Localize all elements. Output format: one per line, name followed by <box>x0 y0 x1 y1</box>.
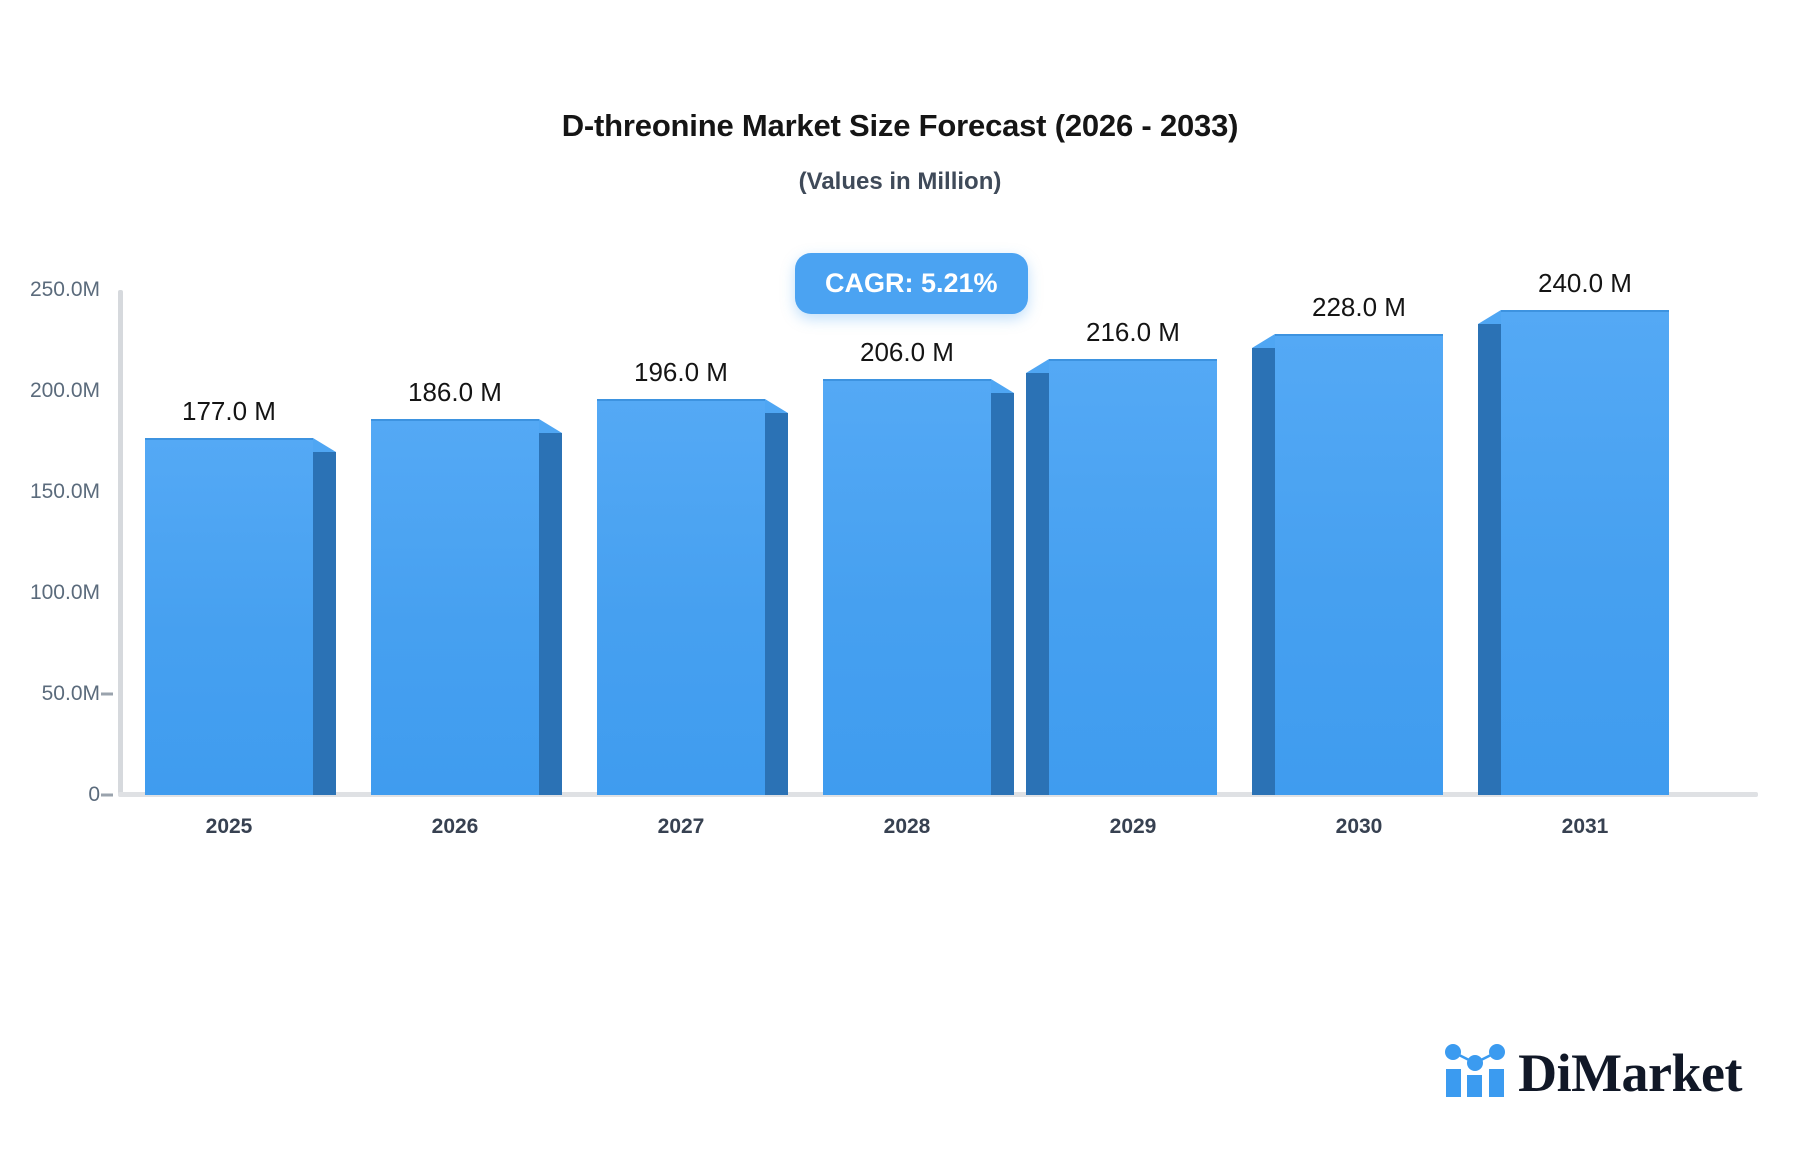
bar-side-2031 <box>1478 324 1501 795</box>
bar-value-2029: 216.0 M <box>1086 317 1180 347</box>
bar-side-2030 <box>1252 348 1275 795</box>
logo: DiMarket <box>1444 1041 1742 1104</box>
bar-2028[interactable] <box>823 379 991 795</box>
bar-side-2025 <box>313 452 336 795</box>
bar-2030[interactable] <box>1275 334 1443 795</box>
bar-side-2029 <box>1026 373 1049 795</box>
x-tick-2030: 2030 <box>1335 815 1383 838</box>
y-tick-100: 100.0M <box>29 581 100 604</box>
y-axis-line <box>118 290 123 795</box>
bar-chart-icon <box>1444 1041 1506 1104</box>
logo-text: DiMarket <box>1518 1042 1742 1103</box>
x-tick-2029: 2029 <box>1109 815 1157 838</box>
y-tick-dash-0 <box>101 793 113 797</box>
y-tick-150: 150.0M <box>29 480 100 503</box>
bar-group-2027[interactable]: 196.0 M <box>597 290 788 795</box>
bar-cap-2027 <box>765 399 788 413</box>
cagr-badge: CAGR: 5.21% <box>795 253 1028 314</box>
bar-cap-2030 <box>1252 334 1275 348</box>
bar-group-2026[interactable]: 186.0 M <box>371 290 562 795</box>
bar-value-2030: 228.0 M <box>1312 292 1406 322</box>
bar-value-2031: 240.0 M <box>1538 268 1632 298</box>
x-tick-2031: 2031 <box>1561 815 1609 838</box>
bar-value-2027: 196.0 M <box>634 357 728 387</box>
bar-side-2027 <box>765 413 788 795</box>
y-tick-dash-50 <box>101 692 113 696</box>
x-tick-2026: 2026 <box>431 815 479 838</box>
bar-2027[interactable] <box>597 399 765 795</box>
bar-cap-2031 <box>1478 310 1501 324</box>
chart-title: D-threonine Market Size Forecast (2026 -… <box>561 108 1239 143</box>
bar-group-2030[interactable]: 228.0 M <box>1252 290 1443 795</box>
x-tick-2027: 2027 <box>657 815 705 838</box>
plot-area: 177.0 M 186.0 M 196.0 M 206.0 M 216.0 M … <box>118 268 1743 795</box>
bar-group-2031[interactable]: 240.0 M <box>1478 268 1669 795</box>
y-tick-250: 250.0M <box>29 278 100 301</box>
bar-2031[interactable] <box>1501 310 1669 795</box>
bar-cap-2029 <box>1026 359 1049 373</box>
y-axis-tick-labels: 250.0M 200.0M 150.0M 100.0M 50.0M 0 <box>0 0 100 1156</box>
bar-cap-2025 <box>313 438 336 452</box>
bar-2026[interactable] <box>371 419 539 795</box>
bar-2025[interactable] <box>145 438 313 795</box>
bar-group-2025[interactable]: 177.0 M <box>145 290 336 795</box>
bar-side-2026 <box>539 433 562 795</box>
bar-group-2028[interactable]: 206.0 M <box>823 290 1014 795</box>
x-tick-2028: 2028 <box>883 815 931 838</box>
y-tick-50: 50.0M <box>41 682 100 705</box>
bar-group-2029[interactable]: 216.0 M <box>1026 290 1217 795</box>
bar-value-2028: 206.0 M <box>860 337 954 367</box>
bar-2029[interactable] <box>1049 359 1217 795</box>
y-tick-0: 0 <box>88 783 100 806</box>
bar-value-2025: 177.0 M <box>182 396 276 426</box>
bar-value-2026: 186.0 M <box>408 377 502 407</box>
bar-side-2028 <box>991 393 1014 795</box>
chart-subtitle: (Values in Million) <box>798 168 1002 195</box>
y-tick-200: 200.0M <box>29 379 100 402</box>
bar-cap-2028 <box>991 379 1014 393</box>
bar-cap-2026 <box>539 419 562 433</box>
x-tick-2025: 2025 <box>205 815 253 838</box>
